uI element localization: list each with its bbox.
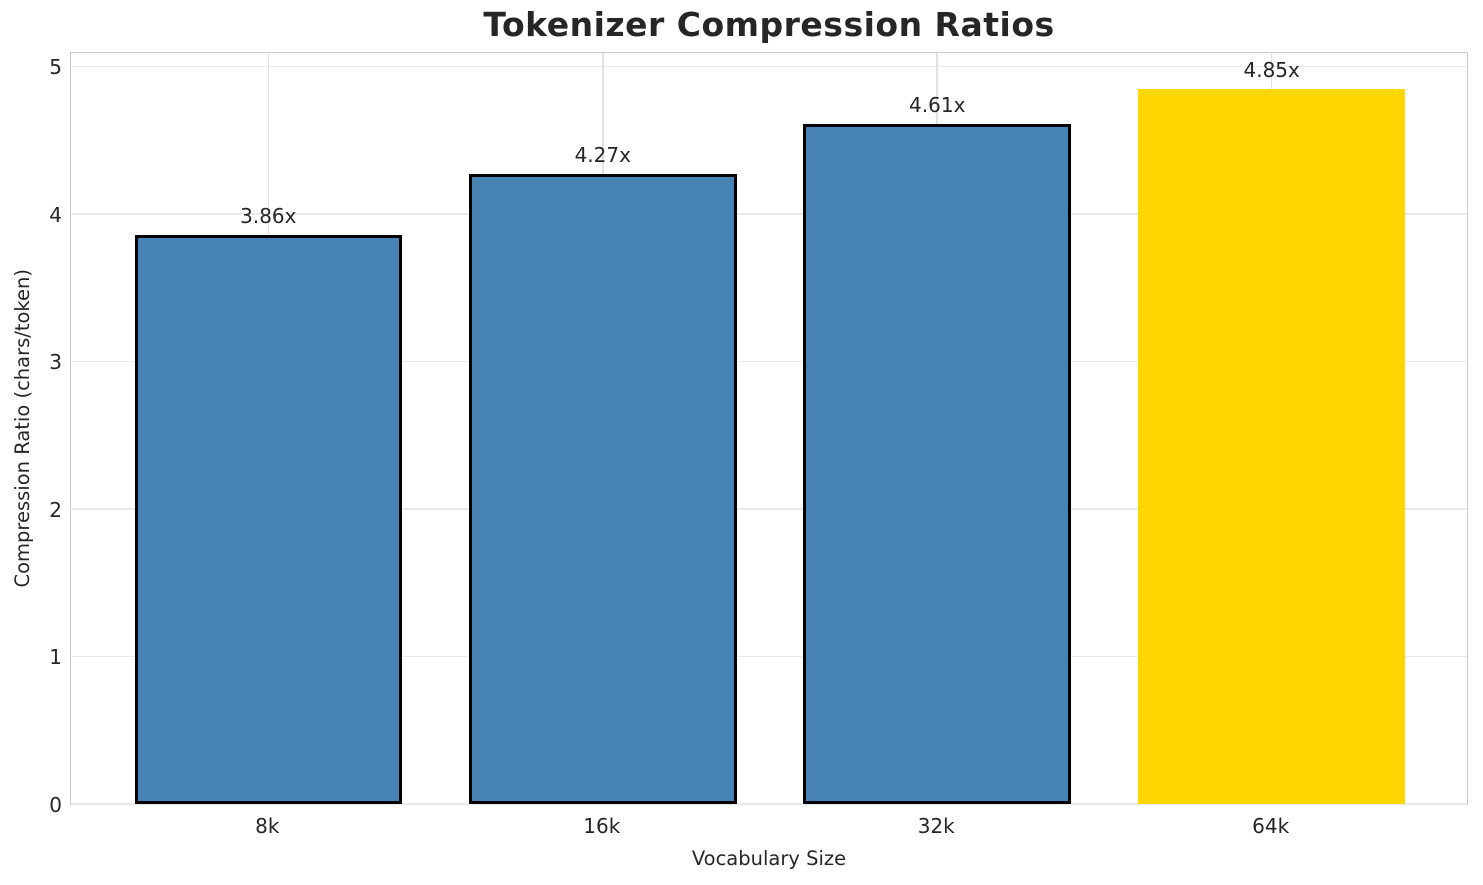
y-tick-label-1: 1 — [49, 645, 62, 670]
x-axis-label: Vocabulary Size — [691, 847, 847, 870]
gridline-y-3 — [71, 360, 1467, 363]
x-tick-label-8k: 8k — [255, 814, 280, 838]
y-tick-label-2: 2 — [49, 497, 62, 522]
gridline-y-5 — [71, 65, 1467, 68]
bar-64k — [1137, 88, 1406, 804]
y-tick-label-3: 3 — [49, 350, 62, 375]
gridline-y-2 — [71, 508, 1467, 510]
plot-area: 3.86x 4.27x 4.61x 4.85x — [70, 52, 1468, 805]
gridline-y-4 — [71, 213, 1467, 215]
bar-value-label-32k: 4.61x — [909, 93, 966, 118]
bar-8k — [134, 234, 403, 804]
y-tick-label-0: 0 — [49, 793, 62, 817]
bar-value-label-64k: 4.85x — [1243, 57, 1300, 82]
bar-value-label-8k: 3.86x — [240, 203, 297, 228]
gridline-y-0 — [71, 803, 1467, 805]
y-axis-label-container: Compression Ratio (chars/token) — [0, 52, 44, 805]
y-tick-label-4: 4 — [49, 202, 62, 227]
y-tick-label-5: 5 — [49, 55, 62, 80]
bar-16k — [468, 174, 737, 804]
x-tick-label-64k: 64k — [1252, 814, 1290, 838]
chart-title: Tokenizer Compression Ratios — [483, 5, 1055, 44]
y-axis-label: Compression Ratio (chars/token) — [10, 269, 34, 588]
gridline-y-1 — [71, 655, 1467, 658]
x-tick-label-16k: 16k — [583, 814, 621, 838]
x-tick-label-32k: 32k — [917, 814, 955, 838]
bar-value-label-16k: 4.27x — [574, 143, 631, 168]
bar-32k — [803, 124, 1071, 804]
